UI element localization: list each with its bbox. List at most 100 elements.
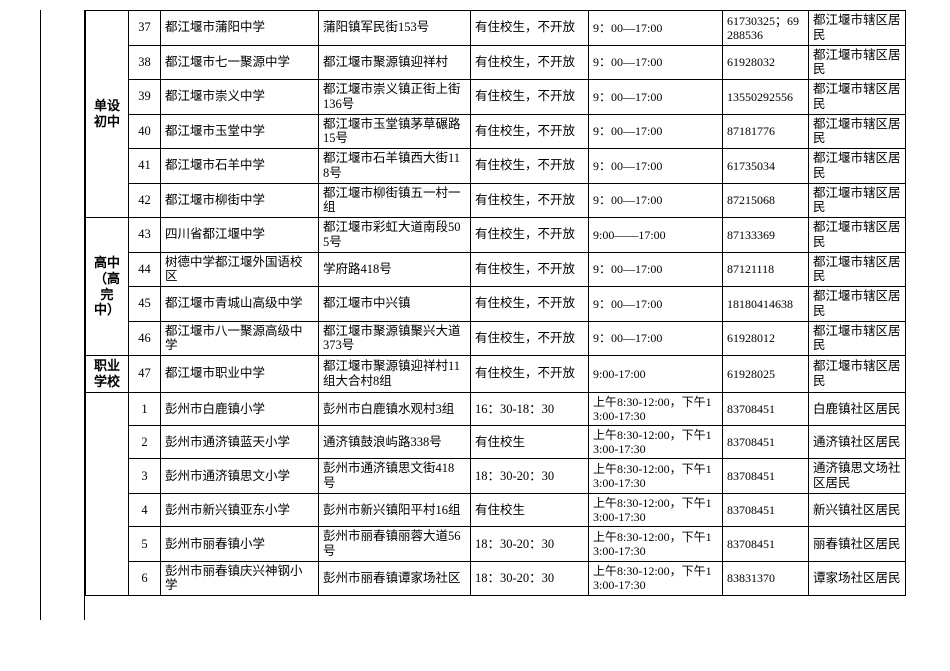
table-row: 44 树德中学都江堰外国语校区 学府路418号 有住校生，不开放 9：00—17:00 8… [86,251,906,287]
audience-cell: 通济镇社区居民 [808,425,906,460]
open-status-cell: 有住校生，不开放 [470,320,589,356]
open-status-cell: 有住校生，不开放 [470,286,589,322]
phone-cell: 87133369 [722,217,809,253]
phone-cell: 83831370 [722,560,809,597]
category-cell: 单设初中 [85,10,129,218]
open-status-cell: 有住校生，不开放 [470,217,589,253]
school-name-cell: 彭州市丽春镇庆兴神钢小学 [160,560,319,597]
open-status-cell: 有住校生，不开放 [470,79,589,115]
school-name-cell: 都江堰市玉堂中学 [160,113,319,149]
row-number-cell: 5 [128,526,161,562]
audience-cell: 都江堰市辖区居民 [808,148,906,184]
open-time-cell: 上午8:30-12:00，下午13:00-17:30 [588,391,723,427]
open-time-cell: 9：00—17:00 [588,79,723,115]
table-row: 4 彭州市新兴镇亚东小学 彭州市新兴镇阳平村16组 有住校生 上午8:30-12:00，… [86,492,906,528]
row-number-cell: 3 [128,458,161,494]
address-cell: 都江堰市聚源镇迎祥村11组大合村8组 [318,355,471,393]
open-status-cell: 18：30-20：30 [470,526,589,562]
open-time-cell: 上午8:30-12:00，下午13:00-17:30 [588,560,723,597]
open-time-cell: 9：00—17:00 [588,44,723,80]
address-cell: 蒲阳镇军民街153号 [318,10,471,46]
table-row: 6 彭州市丽春镇庆兴神钢小学 彭州市丽春镇谭家场社区 18：30-20：30 上午8:3… [86,560,906,597]
audience-cell: 都江堰市辖区居民 [808,251,906,287]
school-name-cell: 都江堰市职业中学 [160,355,319,393]
address-cell: 通济镇鼓浪屿路338号 [318,425,471,460]
audience-cell: 通济镇思文场社区居民 [808,458,906,494]
table-row: 2 彭州市通济镇蓝天小学 通济镇鼓浪屿路338号 有住校生 上午8:30-12:00，下… [86,425,906,460]
school-name-cell: 彭州市白鹿镇小学 [160,391,319,427]
audience-cell: 谭家场社区居民 [808,560,906,597]
row-number-cell: 47 [128,355,161,393]
address-cell: 彭州市丽春镇丽蓉大道56号 [318,526,471,562]
phone-cell: 13550292556 [722,79,809,115]
phone-cell: 83708451 [722,526,809,562]
table-body: 单设初中 37 都江堰市蒲阳中学 蒲阳镇军民街153号 有住校生，不开放 9：00—17:… [85,10,906,597]
address-cell: 都江堰市聚源镇聚兴大道373号 [318,320,471,356]
school-name-cell: 彭州市通济镇蓝天小学 [160,425,319,460]
address-cell: 彭州市白鹿镇水观村3组 [318,391,471,427]
phone-cell: 83708451 [722,425,809,460]
address-cell: 都江堰市彩虹大道南段505号 [318,217,471,253]
row-number-cell: 39 [128,79,161,115]
audience-cell: 都江堰市辖区居民 [808,286,906,322]
audience-cell: 都江堰市辖区居民 [808,182,906,218]
phone-cell: 83708451 [722,391,809,427]
school-name-cell: 都江堰市石羊中学 [160,148,319,184]
table-row: 39 都江堰市崇义中学 都江堰市崇义镇正街上街136号 有住校生，不开放 9：00—17… [86,79,906,115]
address-cell: 彭州市通济镇思文街418号 [318,458,471,494]
phone-cell: 87181776 [722,113,809,149]
school-name-cell: 四川省都江堰中学 [160,217,319,253]
audience-cell: 都江堰市辖区居民 [808,113,906,149]
category-label: 单设初中 [93,98,120,129]
school-name-cell: 彭州市通济镇思文小学 [160,458,319,494]
table-row: 42 都江堰市柳街中学 都江堰市柳街镇五一村一组 有住校生，不开放 9：00—17:00… [86,182,906,218]
row-number-cell: 37 [128,10,161,46]
audience-cell: 都江堰市辖区居民 [808,217,906,253]
school-name-cell: 都江堰市七一聚源中学 [160,44,319,80]
row-number-cell: 38 [128,44,161,80]
table-row: 38 都江堰市七一聚源中学 都江堰市聚源镇迎祥村 有住校生，不开放 9：00—17:00… [86,44,906,80]
audience-cell: 都江堰市辖区居民 [808,320,906,356]
category-cell-blank [85,391,129,597]
address-cell: 彭州市丽春镇谭家场社区 [318,560,471,597]
open-time-cell: 9：00—17:00 [588,148,723,184]
audience-cell: 都江堰市辖区居民 [808,10,906,46]
open-time-cell: 上午8:30-12:00，下午13:00-17:30 [588,458,723,494]
phone-cell: 61928032 [722,44,809,80]
audience-cell: 丽春镇社区居民 [808,526,906,562]
open-time-cell: 上午8:30-12:00，下午13:00-17:30 [588,492,723,528]
audience-cell: 新兴镇社区居民 [808,492,906,528]
phone-cell: 61735034 [722,148,809,184]
row-number-cell: 43 [128,217,161,253]
phone-cell: 87121118 [722,251,809,287]
school-name-cell: 彭州市新兴镇亚东小学 [160,492,319,528]
category-label: 高中（高完中） [93,254,120,318]
open-time-cell: 9：00—17:00 [588,113,723,149]
table-row: 单设初中 37 都江堰市蒲阳中学 蒲阳镇军民街153号 有住校生，不开放 9：00—17:… [85,10,906,218]
row-number-cell: 2 [128,425,161,460]
open-status-cell: 18：30-20：30 [470,560,589,597]
open-time-cell: 9：00—17:00 [588,251,723,287]
open-status-cell: 有住校生，不开放 [470,44,589,80]
address-cell: 彭州市新兴镇阳平村16组 [318,492,471,528]
category-label: 职业学校 [93,358,120,389]
phone-cell: 61928025 [722,355,809,393]
table-row: 40 都江堰市玉堂中学 都江堰市玉堂镇茅草碾路15号 有住校生，不开放 9：00—17:… [86,113,906,149]
address-cell: 都江堰市聚源镇迎祥村 [318,44,471,80]
phone-cell: 87215068 [722,182,809,218]
audience-cell: 白鹿镇社区居民 [808,391,906,427]
address-cell: 学府路418号 [318,251,471,287]
audience-cell: 都江堰市辖区居民 [808,355,906,393]
audience-cell: 都江堰市辖区居民 [808,44,906,80]
row-number-cell: 1 [128,391,161,427]
table-row: 5 彭州市丽春镇小学 彭州市丽春镇丽蓉大道56号 18：30-20：30 上午8:30-… [86,526,906,562]
open-time-cell: 9：00—17:00 [588,286,723,322]
row-number-cell: 46 [128,320,161,356]
open-status-cell: 有住校生，不开放 [470,355,589,393]
phone-cell: 83708451 [722,492,809,528]
table-row: 3 彭州市通济镇思文小学 彭州市通济镇思文街418号 18：30-20：30 上午8:3… [86,458,906,494]
address-cell: 都江堰市石羊镇西大街118号 [318,148,471,184]
open-status-cell: 18：30-20：30 [470,458,589,494]
row-number-cell: 42 [128,182,161,218]
